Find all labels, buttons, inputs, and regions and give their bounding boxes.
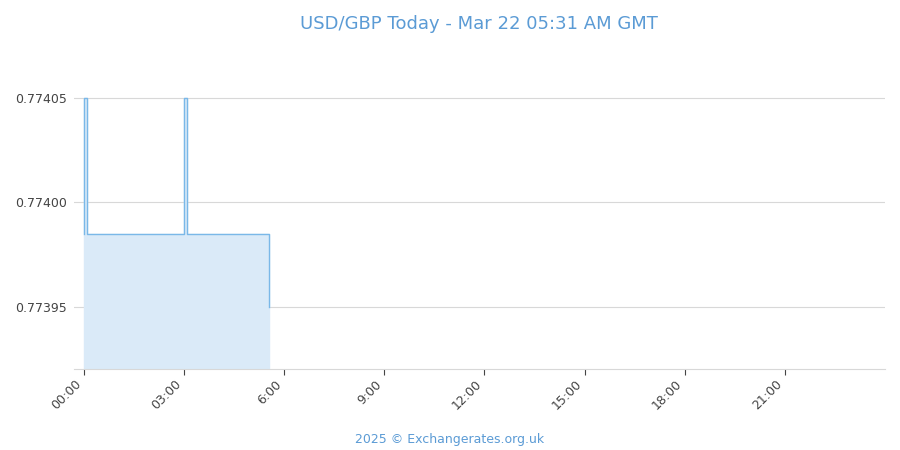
Text: 2025 © Exchangerates.org.uk: 2025 © Exchangerates.org.uk [356,432,544,446]
Title: USD/GBP Today - Mar 22 05:31 AM GMT: USD/GBP Today - Mar 22 05:31 AM GMT [301,15,658,33]
